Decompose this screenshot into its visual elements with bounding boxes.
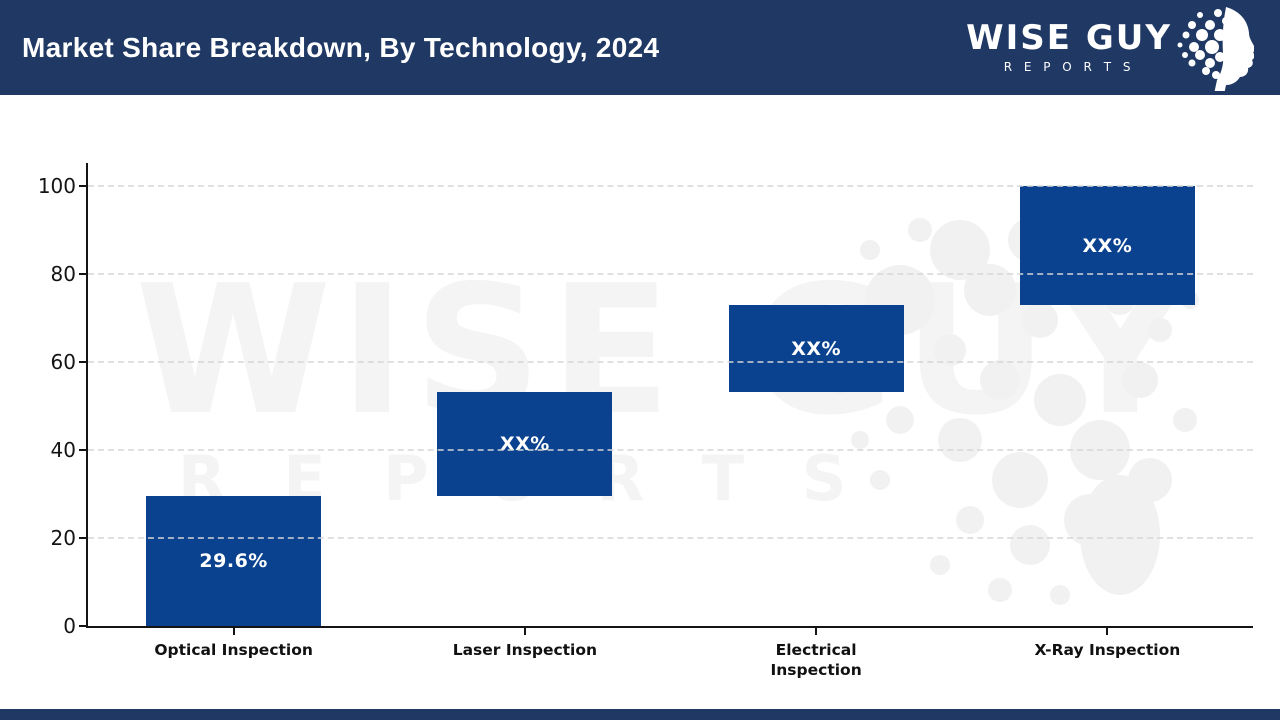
y-tick-label: 80: [50, 262, 76, 286]
bar-laser-inspection: XX%: [437, 392, 613, 496]
x-tick-mark: [232, 628, 235, 635]
y-tick-mark: [79, 625, 87, 627]
gridline: [88, 361, 1253, 363]
y-tick-label: 100: [37, 174, 76, 198]
x-category-label: Optical Inspection: [104, 640, 364, 660]
bar-value-label: 29.6%: [199, 550, 268, 572]
y-tick-label: 0: [63, 614, 76, 638]
x-category-label-line: X-Ray Inspection: [1034, 641, 1181, 659]
x-category-label-line: Electrical: [775, 641, 857, 659]
brand-tagline: R E P O R T S: [1003, 60, 1135, 74]
gridline: [88, 273, 1253, 275]
y-tick-mark: [79, 273, 87, 275]
gridline: [88, 449, 1253, 451]
gridline: [88, 185, 1253, 187]
y-tick-mark: [79, 361, 87, 363]
x-category-label: Laser Inspection: [395, 640, 655, 660]
footer-bar: [0, 709, 1280, 720]
bar-value-label: XX%: [1082, 234, 1133, 257]
x-category-label-line: Laser Inspection: [452, 641, 598, 659]
header-band: Market Share Breakdown, By Technology, 2…: [0, 0, 1280, 95]
x-tick-mark: [523, 628, 526, 635]
bar-optical-inspection: 29.6%: [146, 496, 322, 626]
x-tick-mark: [815, 628, 818, 635]
y-tick-mark: [79, 185, 87, 187]
x-category-label: X-Ray Inspection: [977, 640, 1237, 660]
x-category-label-line: Inspection: [770, 661, 862, 679]
bar-electrical-inspection: XX%: [728, 305, 904, 392]
y-axis-line: [86, 163, 88, 628]
y-tick-mark: [79, 449, 87, 451]
bar-value-label: XX%: [499, 433, 550, 455]
gridline: [88, 537, 1253, 539]
x-axis-line: [86, 626, 1253, 628]
face-profile-icon: [1177, 6, 1254, 91]
y-tick-mark: [79, 537, 87, 539]
x-category-label-line: Optical Inspection: [154, 641, 313, 659]
x-tick-mark: [1106, 628, 1109, 635]
brand-name: WISE GUY: [966, 18, 1172, 58]
y-tick-label: 60: [50, 350, 76, 374]
bar-value-label: XX%: [791, 337, 842, 360]
x-category-label: Electrical Inspection: [686, 640, 946, 680]
brand-logo: WISE GUY R E P O R T S: [966, 5, 1254, 91]
bar-x-ray-inspection: XX%: [1019, 186, 1195, 305]
y-tick-label: 40: [50, 438, 76, 462]
page-title: Market Share Breakdown, By Technology, 2…: [22, 31, 660, 63]
y-tick-label: 20: [50, 526, 76, 550]
brand-logo-text: WISE GUY R E P O R T S: [966, 21, 1172, 74]
